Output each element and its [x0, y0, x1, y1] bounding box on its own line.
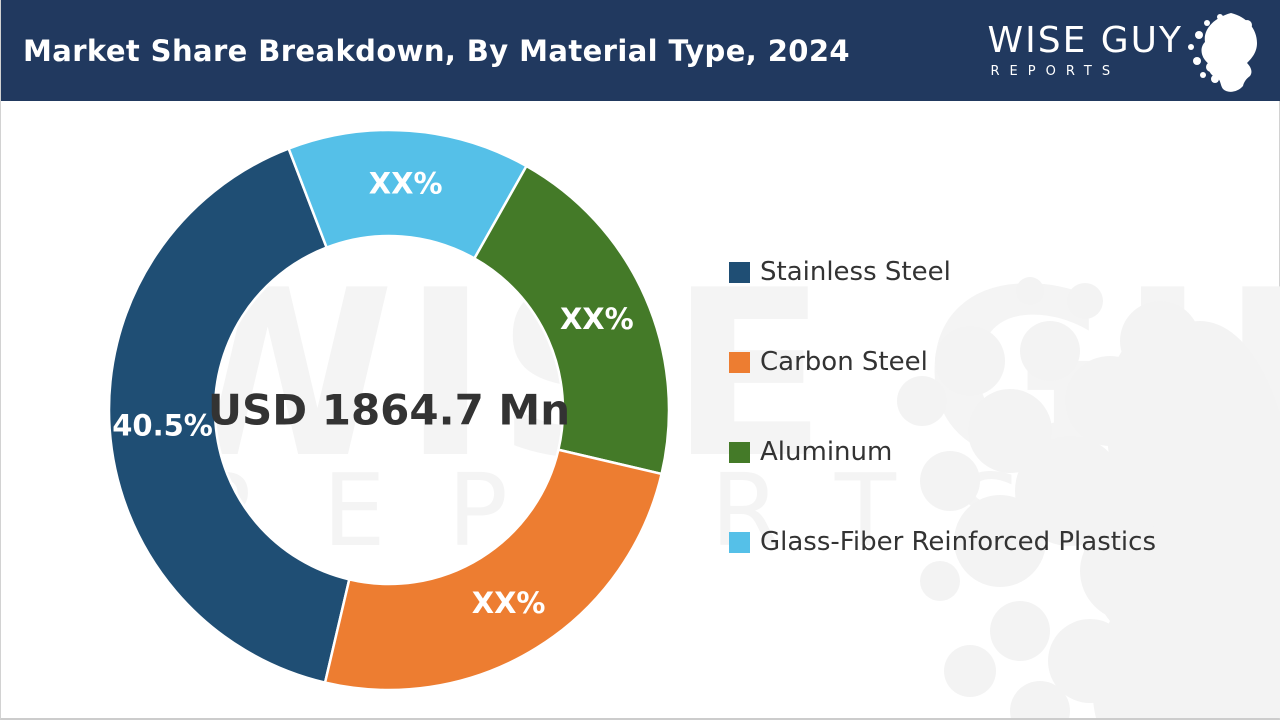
legend-swatch-carbon-steel [729, 351, 750, 373]
donut-slice-stainless-steel [107, 147, 351, 684]
legend-label-aluminum: Aluminum [760, 437, 893, 467]
legend-item-glass-fiber-reinforced-plastics: Glass-Fiber Reinforced Plastics [729, 527, 1156, 557]
logo-brand-label: WISE GUY [987, 19, 1183, 61]
logo-sub-label: REPORTS [990, 63, 1121, 79]
donut-slice-aluminum [473, 164, 671, 476]
watermark: WISE GUY REPORTS [1, 101, 1280, 718]
donut-slice-carbon-steel [323, 448, 663, 692]
legend-item-stainless-steel: Stainless Steel [729, 257, 1156, 287]
legend-item-carbon-steel: Carbon Steel [729, 347, 1156, 377]
legend-item-aluminum: Aluminum [729, 437, 1156, 467]
wiseguy-logo: WISE GUY REPORTS [988, 9, 1264, 93]
wiseguy-head-logo-icon [1188, 12, 1257, 92]
legend-swatch-aluminum [729, 441, 750, 463]
wiseguy-logo-text: WISE GUY REPORTS [987, 19, 1184, 79]
legend-label-carbon-steel: Carbon Steel [760, 347, 928, 377]
donut-center-value: USD 1864.7 Mn [207, 385, 571, 435]
legend-swatch-stainless-steel [729, 261, 750, 283]
legend-label-glass-fiber-reinforced-plastics: Glass-Fiber Reinforced Plastics [760, 527, 1156, 557]
slice-percent-label-aluminum: XX% [560, 302, 634, 336]
slice-percent-label-glass-fiber-reinforced-plastics: XX% [369, 167, 443, 201]
page-title: Market Share Breakdown, By Material Type… [23, 33, 851, 68]
watermark-head-icon [897, 277, 1280, 718]
legend: Stainless Steel Carbon Steel Aluminum Glass… [729, 257, 1156, 618]
legend-swatch-glass-fiber-reinforced-plastics [729, 531, 750, 553]
legend-label-stainless-steel: Stainless Steel [760, 257, 951, 287]
slice-percent-label-carbon-steel: XX% [472, 586, 546, 620]
slice-percent-label-stainless-steel: 40.5% [112, 408, 213, 442]
header-bar: Market Share Breakdown, By Material Type… [1, 0, 1280, 101]
